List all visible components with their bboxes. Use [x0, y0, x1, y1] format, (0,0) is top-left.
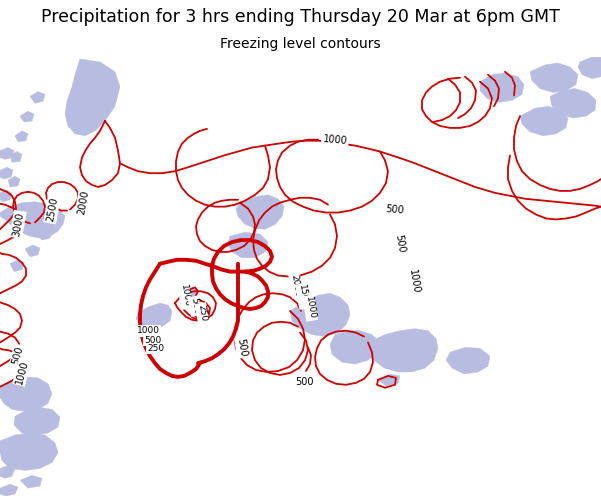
Text: 1000: 1000: [407, 268, 421, 294]
Polygon shape: [378, 374, 400, 386]
Polygon shape: [35, 228, 52, 240]
Polygon shape: [0, 433, 58, 470]
Polygon shape: [0, 167, 13, 179]
Text: 3000: 3000: [11, 211, 25, 237]
Polygon shape: [20, 111, 34, 122]
Text: 500: 500: [236, 337, 249, 357]
Polygon shape: [0, 202, 65, 238]
Text: 1000: 1000: [304, 296, 317, 320]
Polygon shape: [20, 475, 42, 488]
Polygon shape: [330, 331, 380, 364]
Polygon shape: [520, 106, 568, 136]
Polygon shape: [0, 465, 15, 478]
Polygon shape: [236, 195, 284, 229]
Polygon shape: [0, 148, 14, 159]
Text: 500: 500: [144, 336, 162, 345]
Text: 2500: 2500: [45, 196, 59, 223]
Text: 1000: 1000: [136, 326, 159, 335]
Text: 2000: 2000: [290, 273, 302, 298]
Text: 1000: 1000: [14, 359, 30, 385]
Text: 500: 500: [385, 204, 404, 215]
Polygon shape: [446, 347, 490, 374]
Text: 500: 500: [394, 234, 406, 254]
Polygon shape: [185, 287, 198, 298]
Polygon shape: [0, 190, 12, 202]
Polygon shape: [0, 484, 18, 496]
Polygon shape: [30, 91, 45, 103]
Polygon shape: [8, 176, 20, 187]
Polygon shape: [10, 260, 24, 272]
Text: 250: 250: [196, 304, 208, 322]
Text: 2000: 2000: [76, 189, 90, 216]
Text: 1000: 1000: [322, 133, 347, 146]
Polygon shape: [10, 151, 22, 162]
Polygon shape: [366, 329, 438, 372]
Polygon shape: [228, 232, 268, 258]
Polygon shape: [136, 303, 172, 329]
Text: 250: 250: [147, 344, 165, 353]
Polygon shape: [14, 407, 60, 435]
Polygon shape: [550, 88, 596, 118]
Text: 1500: 1500: [296, 284, 310, 309]
Text: Freezing level contours: Freezing level contours: [220, 38, 381, 52]
Text: 500: 500: [294, 377, 313, 387]
Polygon shape: [65, 59, 120, 136]
Text: Precipitation for 3 hrs ending Thursday 20 Mar at 6pm GMT: Precipitation for 3 hrs ending Thursday …: [41, 8, 560, 26]
Text: 1000: 1000: [178, 284, 192, 309]
Polygon shape: [25, 245, 40, 257]
Polygon shape: [530, 63, 578, 92]
Polygon shape: [0, 377, 52, 411]
Polygon shape: [290, 293, 350, 337]
Text: 500: 500: [189, 297, 201, 315]
Polygon shape: [480, 73, 524, 102]
Polygon shape: [15, 131, 28, 142]
Polygon shape: [578, 57, 601, 79]
Text: 500: 500: [11, 345, 25, 366]
